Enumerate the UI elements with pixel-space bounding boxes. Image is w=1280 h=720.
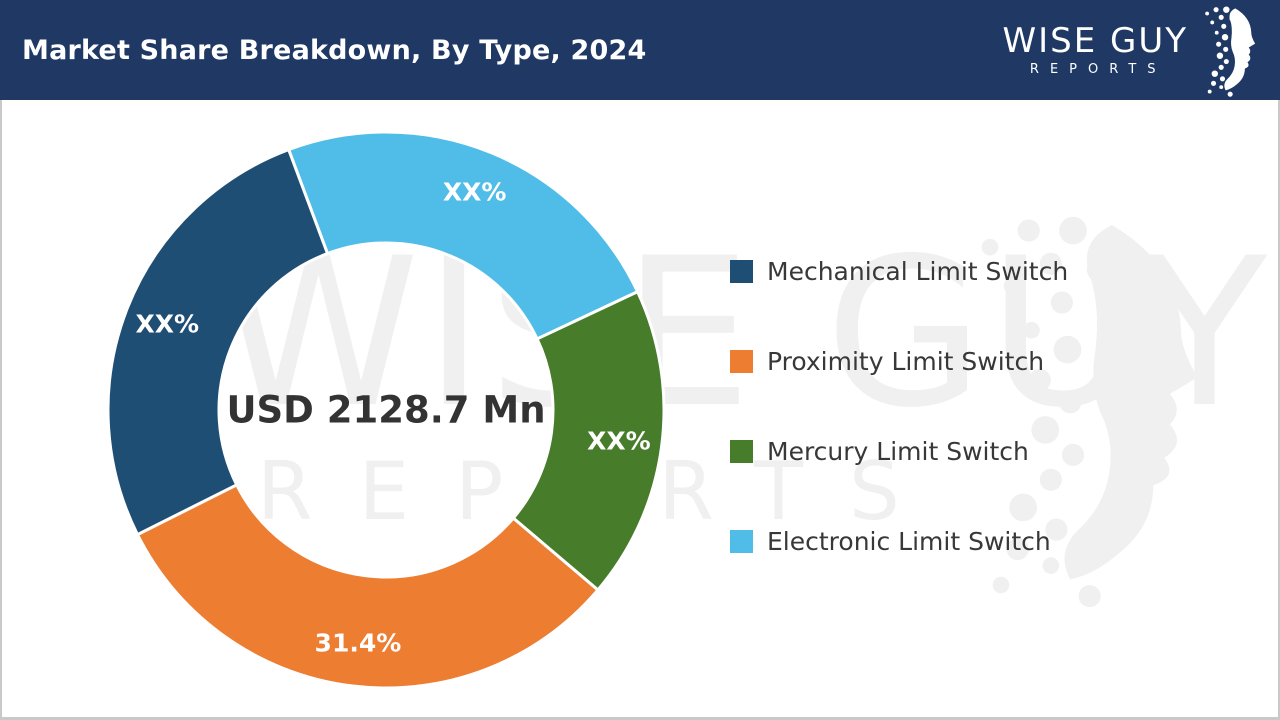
legend-label: Mechanical Limit Switch [767,256,1069,286]
donut-segment-proximity-limit-switch[interactable] [135,482,601,690]
legend-swatch [730,439,753,463]
donut-segment-mechanical-limit-switch[interactable] [106,147,330,537]
donut-segment-electronic-limit-switch[interactable] [286,130,640,341]
legend-item-mechanical-limit-switch[interactable]: Mechanical Limit Switch [730,256,1068,286]
legend-swatch [730,529,753,553]
donut-segment-mercury-limit-switch[interactable] [511,289,666,593]
page-title: Market Share Breakdown, By Type, 2024 [22,34,647,66]
legend-swatch [730,259,753,283]
legend-item-proximity-limit-switch[interactable]: Proximity Limit Switch [730,346,1068,376]
legend-swatch [730,349,753,373]
chart-legend: Mechanical Limit Switch Proximity Limit S… [730,256,1068,616]
legend-item-electronic-limit-switch[interactable]: Electronic Limit Switch [730,526,1068,556]
chart-area: WISE GUY REPORTS XX%XX%31.4%XX% USD 2128… [0,100,1280,720]
donut-chart [106,130,666,690]
brand-subname: REPORTS [1029,61,1167,77]
brand-logo: WISE GUY REPORTS [1002,0,1266,100]
legend-label: Mercury Limit Switch [767,436,1029,466]
donut-center-value: USD 2128.7 Mn [226,388,546,432]
brand-logo-text: WISE GUY REPORTS [1002,24,1188,77]
legend-label: Electronic Limit Switch [767,526,1051,556]
header-bar: Market Share Breakdown, By Type, 2024 WI… [0,0,1280,100]
legend-item-mercury-limit-switch[interactable]: Mercury Limit Switch [730,436,1068,466]
brand-name: WISE GUY [1002,20,1188,61]
legend-label: Proximity Limit Switch [767,346,1045,376]
